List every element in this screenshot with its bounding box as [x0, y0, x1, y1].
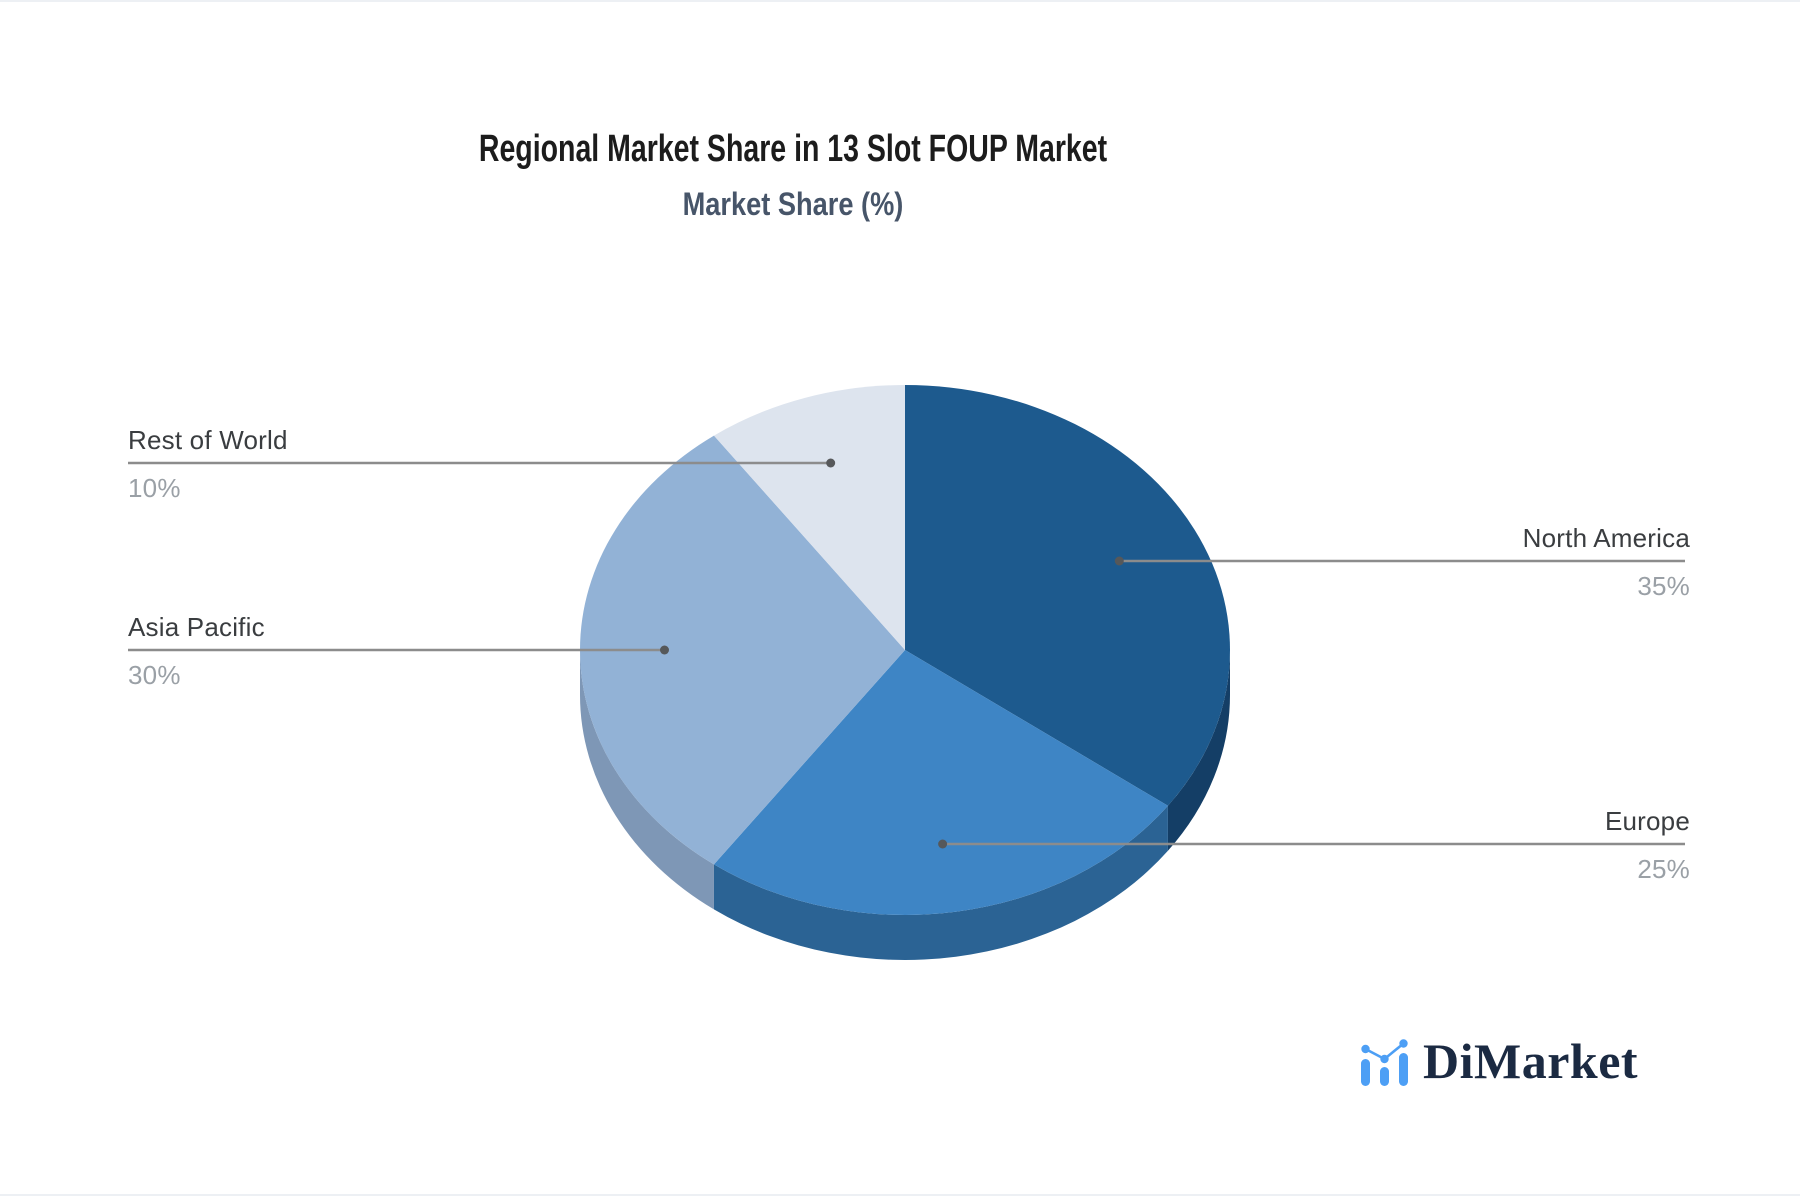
page-bottom-border [0, 1194, 1800, 1196]
brand-logo: DiMarket [1360, 1036, 1638, 1086]
leader-dot-north-america [1114, 556, 1124, 566]
pie-slice-side-europe [713, 805, 1168, 960]
pie-slice-side-asia-pacific [580, 650, 714, 910]
page-top-border [0, 0, 1800, 2]
pie-slice-europe[interactable] [713, 650, 1168, 915]
pie-slice-asia-pacific[interactable] [579, 435, 905, 865]
leader-dot-rest-of-world [826, 458, 836, 468]
pie-leader-lines [128, 458, 1685, 849]
pie-3d-sides [580, 650, 1230, 960]
bar-line-chart-icon [1361, 1039, 1408, 1086]
pie-slice-north-america[interactable] [905, 385, 1230, 806]
leader-dot-europe [938, 839, 948, 849]
leader-dot-asia-pacific [660, 645, 669, 655]
brand-name: DiMarket [1423, 1033, 1639, 1089]
pie-slices [579, 385, 1230, 915]
pie-slice-side-north-america [1167, 650, 1230, 851]
pie-slice-rest-of-world[interactable] [713, 385, 905, 650]
